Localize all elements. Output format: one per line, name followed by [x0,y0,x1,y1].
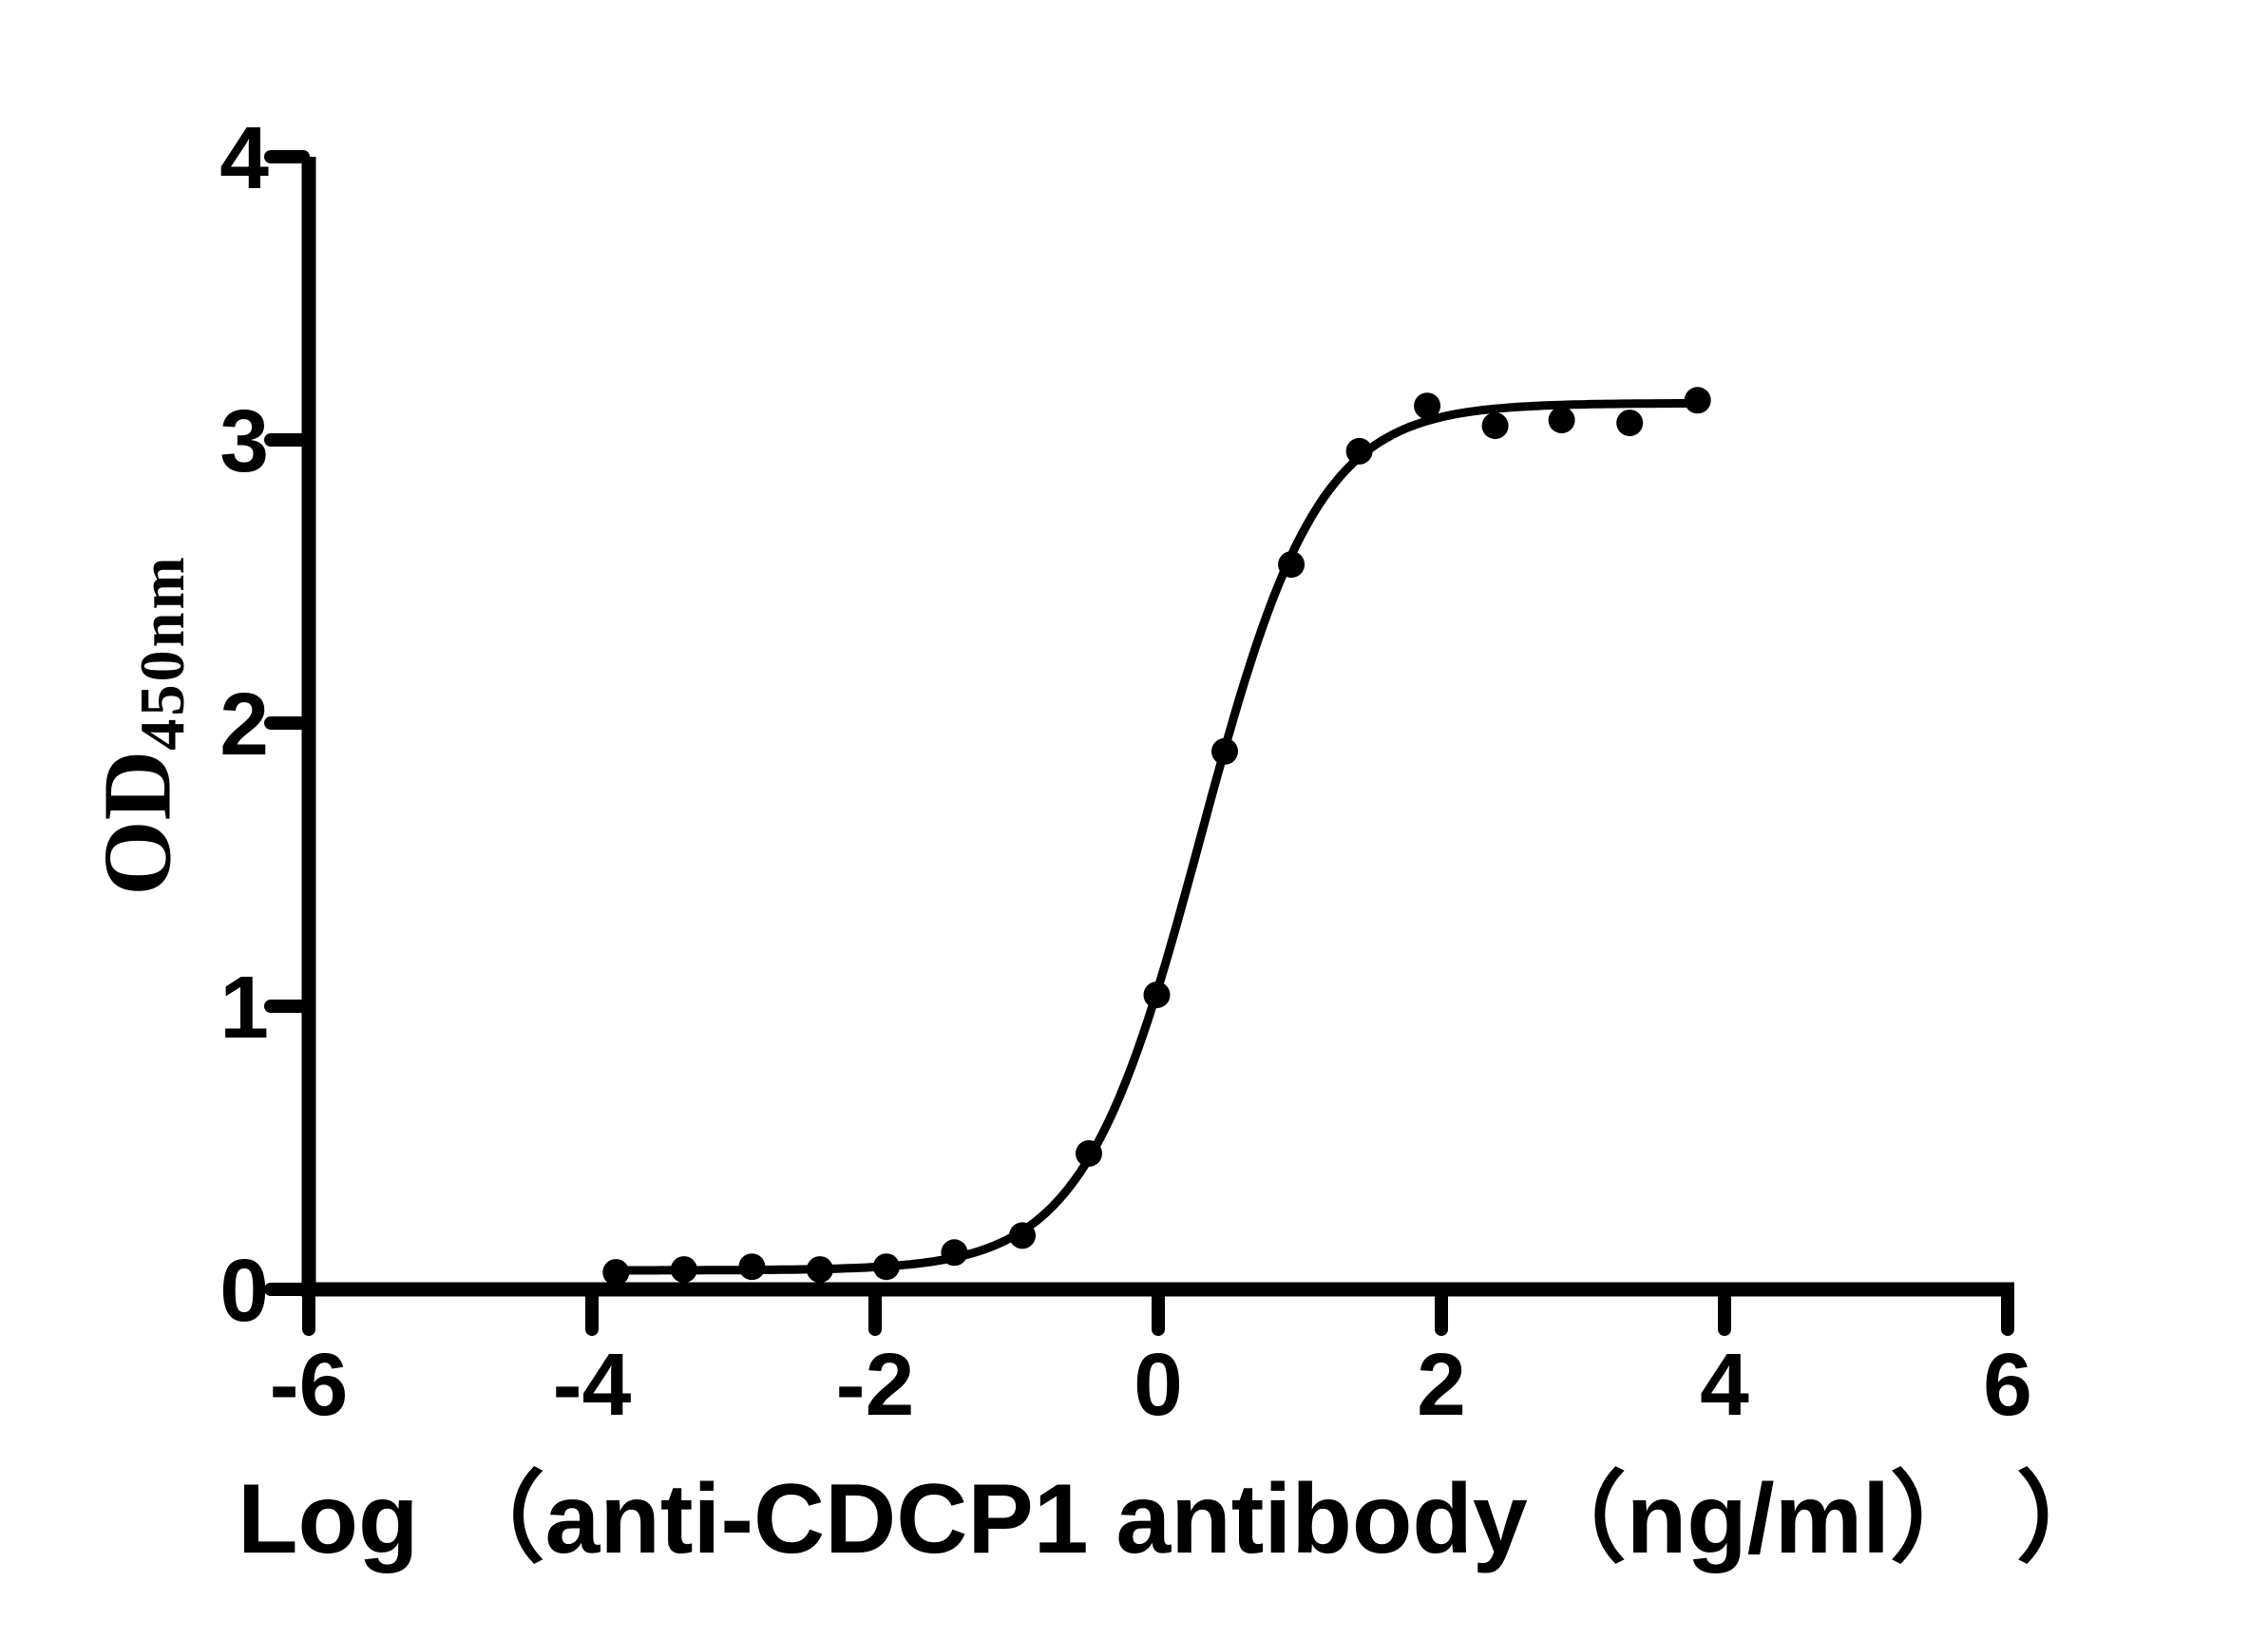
x-tick-label: 2 [1417,1335,1466,1434]
x-tick-label: 0 [1134,1335,1183,1434]
data-point [941,1239,968,1267]
data-point [1684,387,1711,414]
x-tick-label: -4 [553,1335,632,1434]
y-tick-label: 0 [219,1241,269,1340]
y-tick-label: 3 [219,391,269,490]
data-point [1345,437,1373,465]
x-tick-label: 6 [1983,1335,2032,1434]
data-point [1211,737,1238,765]
data-point [1076,1140,1102,1167]
data-point [1616,410,1644,437]
data-point [602,1259,630,1286]
y-axis-title: OD450nm [85,554,199,896]
data-point [1414,392,1441,420]
data-point [1481,412,1509,440]
data-point [1009,1222,1036,1249]
x-axis-title: Log （anti-CDCP1 antibody（ng/ml） ） [238,1464,2115,1574]
fit-curve [611,398,1703,1275]
y-tick-label: 1 [219,958,269,1057]
x-tick-label: 4 [1700,1335,1749,1434]
data-point [670,1256,697,1284]
data-point [1548,407,1575,434]
y-tick-label: 4 [219,108,269,207]
y-axis-title-subscript: 450nm [128,554,199,751]
data-point [1278,551,1306,579]
x-tick-label: -2 [836,1335,915,1434]
x-tick-label: -6 [270,1335,349,1434]
data-point [1143,981,1171,1009]
y-axis-title-base: OD [84,750,192,896]
data-point [872,1253,900,1281]
y-tick-label: 2 [219,675,269,773]
data-point [738,1253,766,1281]
data-point [806,1256,833,1284]
